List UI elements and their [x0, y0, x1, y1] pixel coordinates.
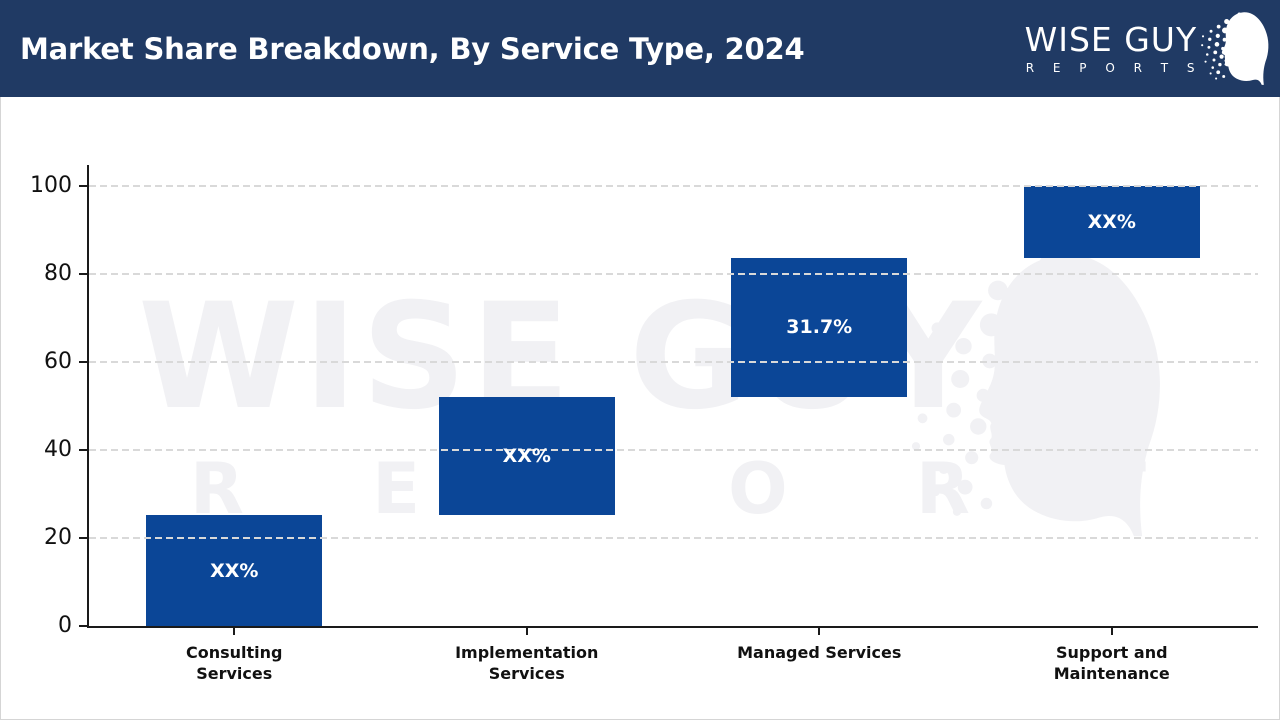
- logo-wordmark: WISE GUY R E P O R T S: [1020, 23, 1202, 75]
- y-tick-label-0: 0: [58, 613, 72, 638]
- x-category-label-implementation-services: Implementation Services: [455, 643, 599, 683]
- y-tick-mark-0: [79, 625, 87, 627]
- y-tick-label-20: 20: [44, 525, 72, 550]
- x-tick-mark-consulting-services: [233, 628, 236, 635]
- y-tick-mark-20: [79, 537, 87, 539]
- x-tick-mark-managed-services: [818, 628, 821, 635]
- y-tick-mark-80: [79, 273, 87, 275]
- page-border-left: [0, 97, 1, 720]
- gridline-y-100: [89, 185, 1258, 187]
- gridline-y-20: [89, 537, 1258, 539]
- x-axis-line: [87, 626, 1258, 628]
- bar-consulting-services: [146, 515, 323, 626]
- y-tick-label-60: 60: [44, 349, 72, 374]
- watermark-face-icon: [898, 254, 1160, 537]
- y-tick-mark-100: [79, 185, 87, 187]
- bar-value-label-support-and-maintenance: XX%: [1087, 210, 1136, 233]
- bar-managed-services: [731, 257, 908, 398]
- x-tick-mark-implementation-services: [525, 628, 528, 635]
- bar-implementation-services: [438, 397, 615, 516]
- y-tick-label-80: 80: [44, 261, 72, 286]
- y-tick-mark-40: [79, 449, 87, 451]
- bar-value-label-implementation-services: XX%: [502, 445, 551, 468]
- x-category-label-support-and-maintenance: Support and Maintenance: [1053, 643, 1170, 683]
- logo-wordmark-line2: R E P O R T S: [1025, 60, 1202, 75]
- bar-support-and-maintenance: [1023, 186, 1200, 258]
- wise-guy-logo: WISE GUY R E P O R T S: [1020, 8, 1272, 90]
- header-bar: Market Share Breakdown, By Service Type,…: [0, 0, 1280, 97]
- logo-wordmark-line1: WISE GUY: [1024, 20, 1198, 60]
- x-category-label-managed-services: Managed Services: [737, 643, 902, 662]
- bar-value-label-managed-services: 31.7%: [786, 316, 853, 339]
- y-tick-mark-60: [79, 361, 87, 363]
- page-title: Market Share Breakdown, By Service Type,…: [20, 31, 805, 66]
- x-tick-mark-support-and-maintenance: [1110, 628, 1113, 635]
- y-axis-line: [87, 165, 89, 628]
- y-tick-label-100: 100: [30, 173, 72, 198]
- y-tick-label-40: 40: [44, 437, 72, 462]
- bar-value-label-consulting-services: XX%: [210, 559, 259, 582]
- gridline-y-80: [89, 273, 1258, 275]
- gridline-y-60: [89, 361, 1258, 363]
- gridline-y-40: [89, 449, 1258, 451]
- x-category-label-consulting-services: Consulting Services: [186, 643, 283, 683]
